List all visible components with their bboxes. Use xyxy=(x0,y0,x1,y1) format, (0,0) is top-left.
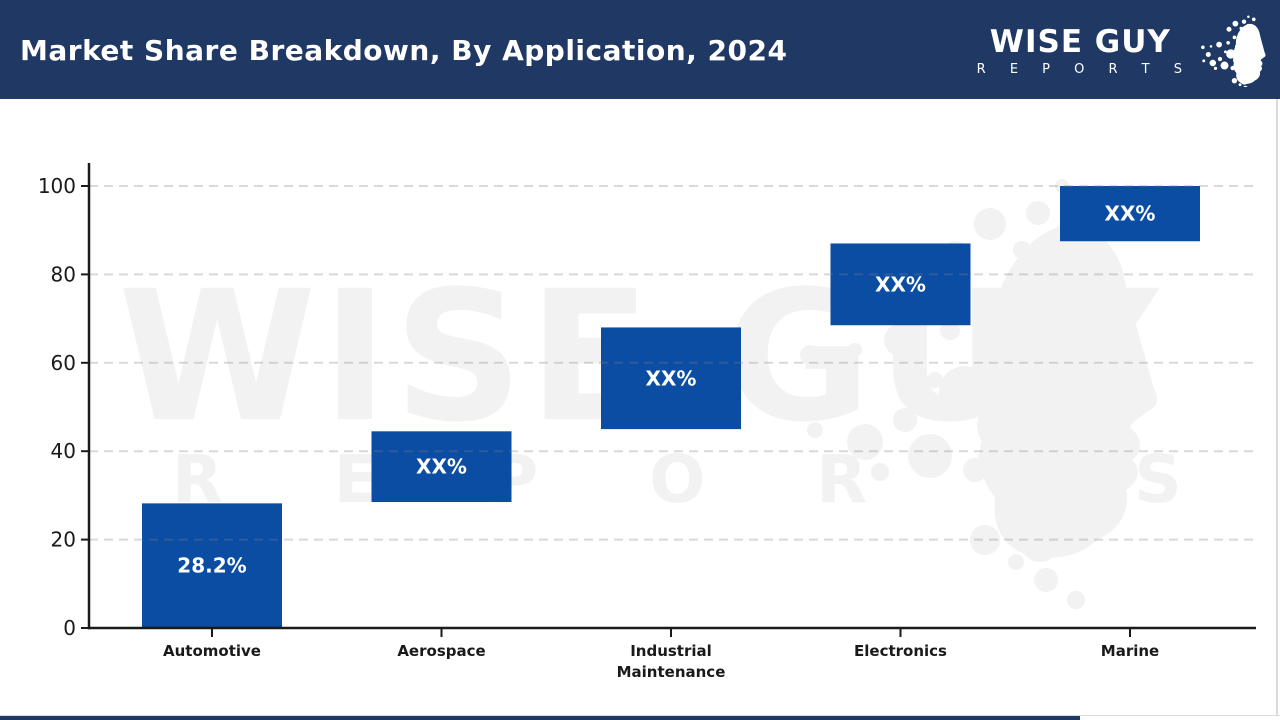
axes-layer: 0 20 40 60 80 100 Automotive 28.2% Aerospace XX% I… xyxy=(38,163,1256,681)
bars-layer xyxy=(142,186,1200,628)
category-label-electronics: Electronics xyxy=(854,642,947,660)
right-edge-border xyxy=(1276,99,1278,715)
bar-electronics xyxy=(830,243,971,326)
y-tick-label-20: 20 xyxy=(51,528,76,552)
header-bar: Market Share Breakdown, By Application, … xyxy=(0,0,1280,99)
bar-industrial-maintenance xyxy=(601,327,741,430)
bar-automotive xyxy=(142,503,282,628)
bottom-hairline xyxy=(0,715,1280,716)
category-label-marine: Marine xyxy=(1101,642,1159,660)
bar-marine xyxy=(1060,186,1200,242)
category-label-industrial-maintenance: Industrial Maintenance xyxy=(617,642,726,681)
y-tick-label-0: 0 xyxy=(63,616,76,640)
brand-logo: WISE GUY R E P O R T S xyxy=(969,6,1272,94)
page-title: Market Share Breakdown, By Application, … xyxy=(20,34,788,67)
category-label-automotive: Automotive xyxy=(163,642,261,660)
y-tick-label-60: 60 xyxy=(51,351,76,375)
logo-wordmark-block: WISE GUY R E P O R T S xyxy=(969,24,1192,77)
bar-value-label-1: XX% xyxy=(416,455,467,479)
bar-value-label-2: XX% xyxy=(646,366,697,390)
dotted-head-icon xyxy=(1201,15,1266,87)
bar-value-label-4: XX% xyxy=(1105,202,1156,226)
bar-value-label-3: XX% xyxy=(875,272,926,296)
logo-subtext: R E P O R T S xyxy=(976,61,1192,77)
bar-value-label-0: 28.2% xyxy=(177,554,246,578)
y-tick-label-80: 80 xyxy=(51,262,76,286)
bottom-accent-strip xyxy=(0,716,1080,720)
logo-wordmark: WISE GUY xyxy=(989,23,1171,60)
y-tick-label-100: 100 xyxy=(38,174,76,198)
y-tick-label-40: 40 xyxy=(51,439,76,463)
bar-aerospace xyxy=(371,431,512,503)
category-label-aerospace: Aerospace xyxy=(397,642,485,660)
